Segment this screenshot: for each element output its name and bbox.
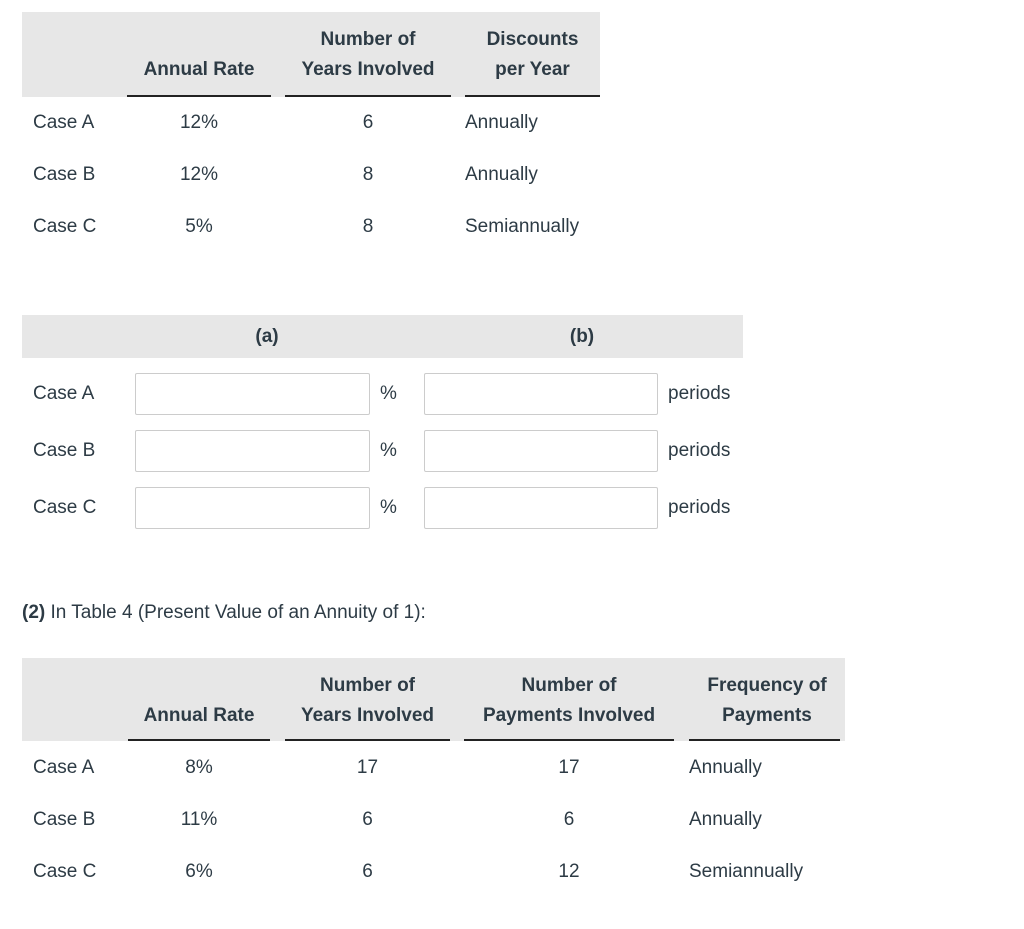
- table3-header-years-line1: Number of: [320, 675, 415, 696]
- table1-row-a-discounts: Annually: [465, 112, 538, 133]
- table3-header-payments-involved: Number of Payments Involved: [464, 658, 674, 741]
- table2-row-a-percent-suffix: %: [380, 383, 397, 404]
- table3-underline-annual-rate: [128, 739, 270, 741]
- table2-row-a-label: Case A: [33, 383, 95, 404]
- table3-row-case-a: Case A 8% 17 17 Annually: [22, 742, 845, 794]
- table3-header-annual-rate-text: Annual Rate: [143, 705, 255, 726]
- table1-row-c-annual-rate: 5%: [185, 216, 213, 237]
- table2-row-a-input-percent[interactable]: [135, 373, 370, 415]
- table1-header-years-line2: Years Involved: [301, 59, 435, 80]
- table3-row-case-b: Case B 11% 6 6 Annually: [22, 794, 845, 846]
- table1-row-case-c: Case C 5% 8 Semiannually: [22, 201, 600, 253]
- table2-row-b-percent-suffix: %: [380, 440, 397, 461]
- table1-row-case-b: Case B 12% 8 Annually: [22, 149, 600, 201]
- table3-row-b-label: Case B: [33, 809, 96, 830]
- section2-number: (2): [22, 602, 46, 623]
- table3-row-a-label: Case A: [33, 757, 95, 778]
- table3-header-background: [22, 658, 845, 741]
- table3-row-c-years: 6: [362, 861, 373, 882]
- table3-row-b-frequency: Annually: [689, 809, 762, 830]
- table1-header-discounts-line2: per Year: [495, 59, 570, 80]
- table3-header-payments-line1: Number of: [521, 675, 617, 696]
- table2-row-case-b: Case B % periods: [22, 430, 743, 472]
- table1-underline-annual-rate: [127, 95, 271, 97]
- table3-underline-years: [285, 739, 450, 741]
- table1-row-c-label: Case C: [33, 216, 97, 237]
- table2-row-b-input-periods[interactable]: [424, 430, 658, 472]
- section2-heading: (2) In Table 4 (Present Value of an Annu…: [22, 602, 426, 624]
- table3-row-b-annual-rate: 11%: [180, 809, 218, 830]
- table2-row-b-label: Case B: [33, 440, 96, 461]
- table1-row-b-years: 8: [362, 164, 374, 185]
- table3-row-a-payments: 17: [558, 757, 580, 778]
- table2-row-case-c: Case C % periods: [22, 487, 743, 529]
- table3-header-frequency: Frequency of Payments: [689, 658, 845, 741]
- table3-row-a-annual-rate: 8%: [185, 757, 213, 778]
- table2-header-b: (b): [569, 325, 595, 347]
- table3-header-frequency-line1: Frequency of: [707, 675, 827, 696]
- table3-row-b-payments: 6: [563, 809, 575, 830]
- table3-header-years-involved: Number of Years Involved: [285, 658, 450, 741]
- table1-row-a-years: 6: [362, 112, 374, 133]
- table1-header-annual-rate: Annual Rate: [127, 12, 271, 97]
- table1-header-background: [22, 12, 600, 97]
- table1-underline-years: [285, 95, 451, 97]
- table3-header-payments-line2: Payments Involved: [482, 705, 656, 726]
- table1-header-years-involved: Number of Years Involved: [285, 12, 451, 97]
- table2-header-a: (a): [255, 325, 279, 347]
- table3-underline-payments: [464, 739, 674, 741]
- table3-row-a-years: 17: [356, 757, 379, 778]
- table2-row-case-a: Case A % periods: [22, 373, 743, 415]
- table3-row-a-frequency: Annually: [689, 757, 762, 778]
- table3-row-c-payments: 12: [558, 861, 580, 882]
- table1-header-discounts-line1: Discounts: [486, 29, 579, 50]
- table1-row-b-label: Case B: [33, 164, 96, 185]
- table3-row-c-annual-rate: 6%: [185, 861, 213, 882]
- table2-row-b-input-percent[interactable]: [135, 430, 370, 472]
- table1-header-annual-rate-text: Annual Rate: [143, 59, 255, 80]
- table2-header-background: [22, 315, 743, 358]
- table1-underline-discounts: [465, 95, 600, 97]
- table3-header-annual-rate: Annual Rate: [128, 658, 270, 741]
- table2-row-c-input-percent[interactable]: [135, 487, 370, 529]
- table3-row-b-years: 6: [362, 809, 373, 830]
- table2-row-c-percent-suffix: %: [380, 497, 397, 518]
- table1-row-b-annual-rate: 12%: [179, 164, 219, 185]
- table1-row-b-discounts: Annually: [465, 164, 538, 185]
- table1-row-a-label: Case A: [33, 112, 95, 133]
- table2-row-c-label: Case C: [33, 497, 97, 518]
- table3-underline-frequency: [689, 739, 840, 741]
- table2-row-b-periods-suffix: periods: [668, 440, 731, 461]
- table2-row-c-input-periods[interactable]: [424, 487, 658, 529]
- table3-row-c-frequency: Semiannually: [689, 861, 804, 882]
- table3-row-case-c: Case C 6% 6 12 Semiannually: [22, 846, 845, 898]
- section2-text: In Table 4 (Present Value of an Annuity …: [45, 602, 426, 623]
- table2-row-c-periods-suffix: periods: [668, 497, 731, 518]
- table3-row-c-label: Case C: [33, 861, 97, 882]
- table2-row-a-periods-suffix: periods: [668, 383, 731, 404]
- table3-header-frequency-line2: Payments: [722, 705, 812, 726]
- table1-row-c-discounts: Semiannually: [465, 216, 580, 237]
- table1-row-case-a: Case A 12% 6 Annually: [22, 97, 600, 149]
- table2-row-a-input-periods[interactable]: [424, 373, 658, 415]
- table1-header-discounts-per-year: Discounts per Year: [465, 12, 600, 97]
- table3-header-years-line2: Years Involved: [300, 705, 435, 726]
- table1-row-a-annual-rate: 12%: [179, 112, 219, 133]
- table1-header-years-line1: Number of: [320, 29, 416, 50]
- table1-row-c-years: 8: [362, 216, 374, 237]
